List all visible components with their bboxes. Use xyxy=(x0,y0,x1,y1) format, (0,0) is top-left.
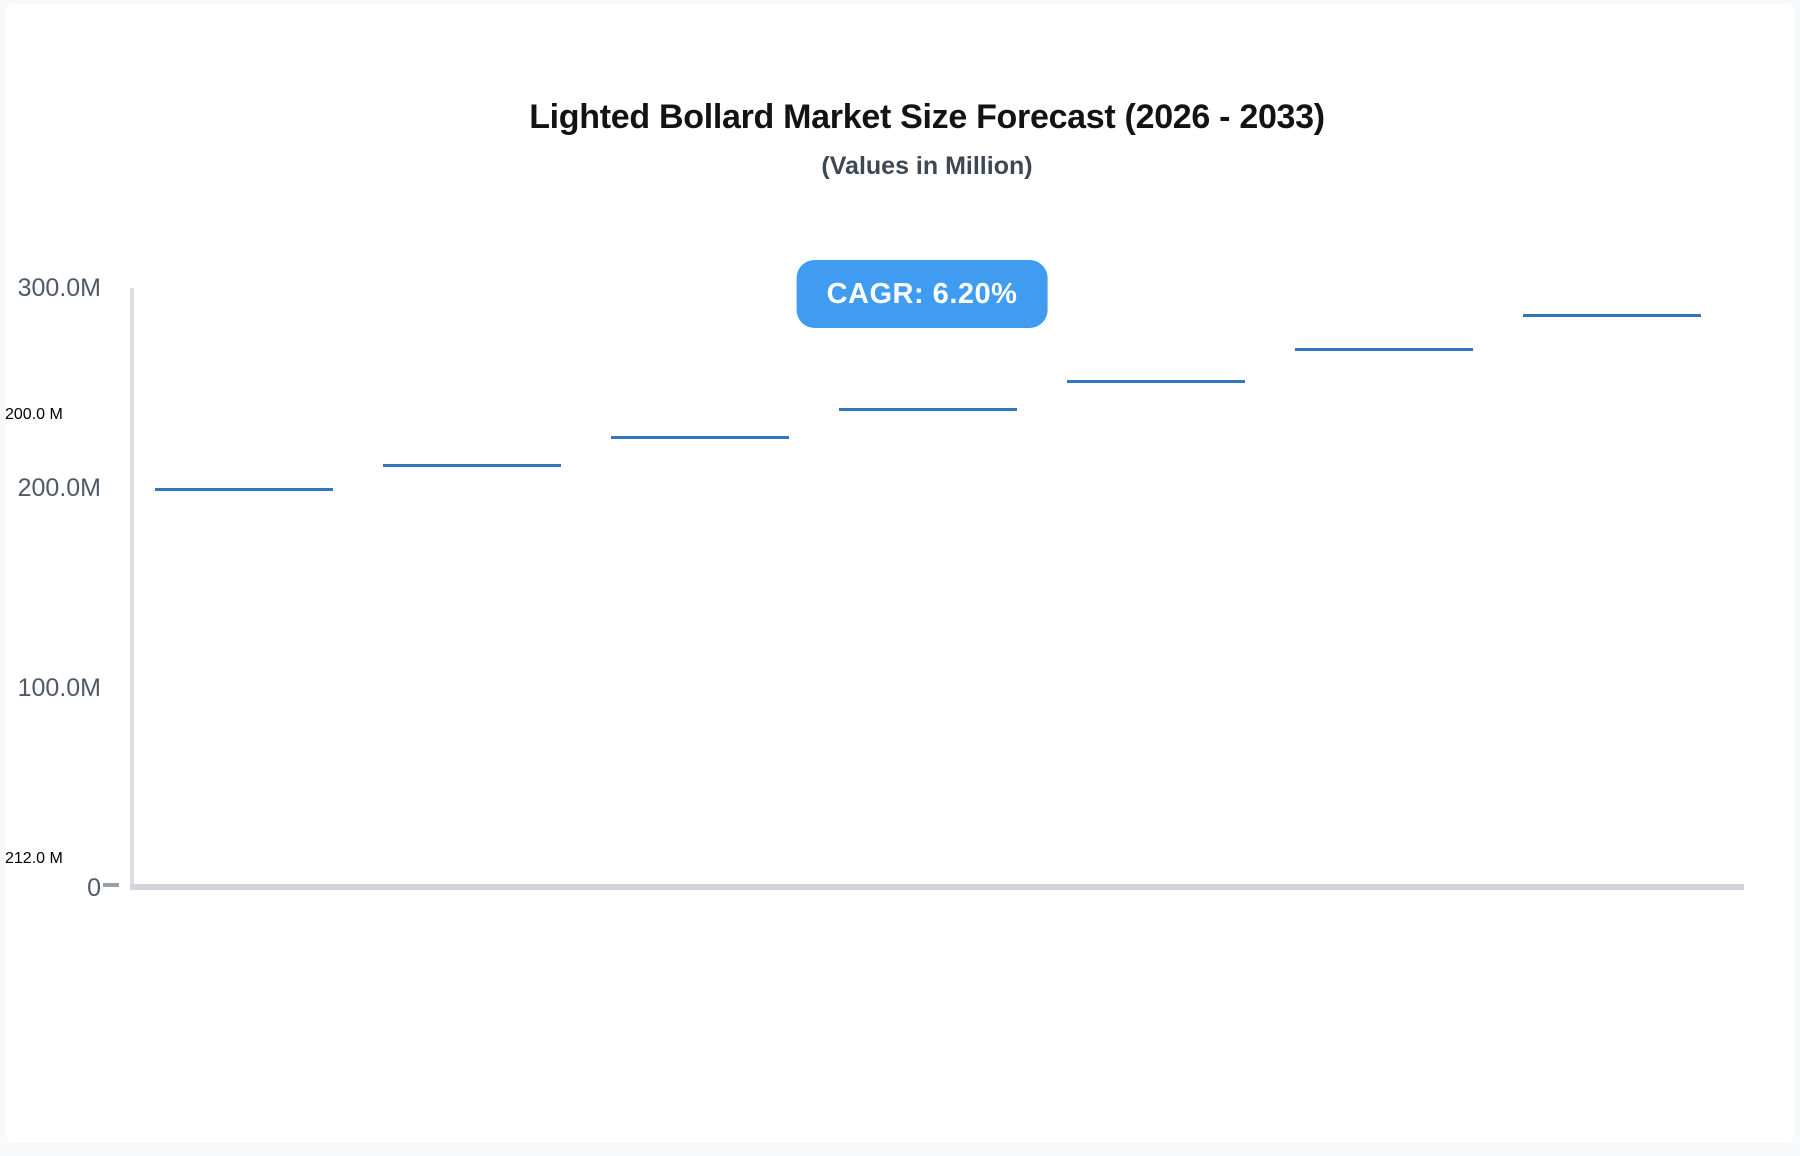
cagr-badge: CAGR: 6.20% xyxy=(796,260,1048,328)
chart-card: Lighted Bollard Market Size Forecast (20… xyxy=(5,4,1795,1143)
bar-side-face xyxy=(5,4,22,406)
y-axis-tick-label: 200.0M xyxy=(17,474,101,502)
y-axis-tick-label: 100.0M xyxy=(17,674,101,702)
y-axis-tick-label: 300.0M xyxy=(17,274,101,302)
bar-value-label: 200.0 M xyxy=(5,406,63,423)
zero-tick-mark xyxy=(103,883,119,887)
bar-2027 xyxy=(839,408,1017,890)
bar-2026 xyxy=(611,436,789,890)
bar-side-face xyxy=(5,868,18,1156)
bar-2028 xyxy=(1067,380,1245,890)
bar-2029 xyxy=(1295,348,1473,890)
y-axis-tick-label: 0 xyxy=(87,874,101,902)
bar-2024 xyxy=(155,488,333,890)
bar-value-label: 212.0 M xyxy=(5,850,63,867)
x-axis-line xyxy=(130,884,1744,890)
bar-2030 xyxy=(1523,314,1701,890)
bar-2025 xyxy=(383,464,561,890)
y-axis-line xyxy=(130,288,134,888)
